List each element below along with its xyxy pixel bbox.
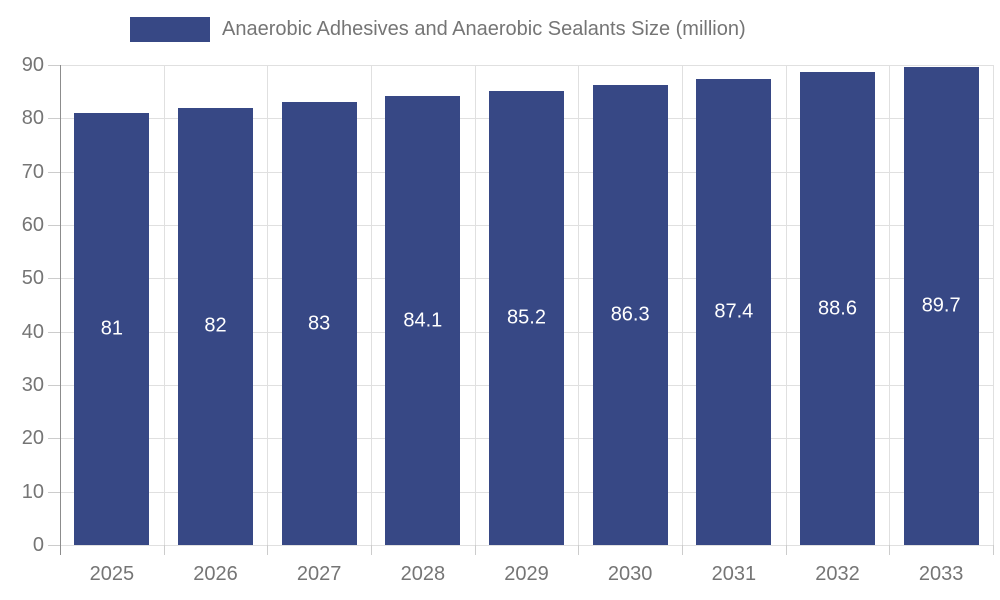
y-tick-label: 70 bbox=[21, 160, 44, 183]
x-tick-label: 2033 bbox=[918, 563, 964, 585]
y-axis-tick bbox=[48, 65, 60, 66]
gridline-vertical bbox=[578, 65, 579, 545]
bar-2030[interactable] bbox=[592, 84, 668, 545]
gridline-vertical bbox=[164, 65, 165, 545]
bar-2031[interactable] bbox=[696, 78, 772, 545]
x-tick-label: 2025 bbox=[89, 563, 135, 585]
bar-value-label: 83 bbox=[308, 312, 331, 335]
bar-value-label: 86.3 bbox=[610, 303, 650, 326]
x-axis-tick bbox=[475, 545, 476, 555]
y-axis-tick bbox=[48, 491, 60, 493]
legend-label: Anaerobic Adhesives and Anaerobic Sealan… bbox=[222, 18, 746, 40]
bar-2029[interactable] bbox=[489, 90, 564, 545]
gridline-horizontal bbox=[60, 65, 993, 66]
y-axis-tick bbox=[48, 385, 60, 386]
bar-2033[interactable] bbox=[903, 66, 979, 545]
y-tick-label: 60 bbox=[21, 214, 44, 236]
bar-2028[interactable] bbox=[385, 96, 461, 545]
x-axis-tick bbox=[786, 545, 787, 555]
gridline-vertical bbox=[371, 65, 372, 545]
y-axis-tick bbox=[48, 171, 60, 173]
legend-item[interactable]: Anaerobic Adhesives and Anaerobic Sealan… bbox=[130, 17, 746, 42]
y-tick-label: 90 bbox=[21, 54, 44, 76]
y-axis-tick bbox=[48, 331, 60, 333]
x-tick-label: 2028 bbox=[400, 563, 446, 585]
x-tick-label: 2027 bbox=[296, 563, 342, 585]
y-tick-label: 0 bbox=[32, 534, 44, 556]
gridline-horizontal bbox=[60, 545, 993, 546]
bar-value-label: 89.7 bbox=[921, 294, 961, 317]
y-axis-tick bbox=[48, 225, 60, 226]
x-tick-label: 2026 bbox=[193, 563, 238, 585]
x-axis-tick bbox=[578, 545, 579, 555]
bar-2027[interactable] bbox=[281, 102, 357, 545]
x-axis-tick bbox=[993, 545, 994, 555]
x-tick-label: 2030 bbox=[607, 563, 653, 585]
y-axis-line bbox=[60, 65, 61, 555]
bar-2032[interactable] bbox=[800, 72, 875, 545]
bar-value-label: 81 bbox=[100, 317, 123, 340]
x-axis-tick bbox=[371, 545, 372, 555]
x-axis-tick bbox=[164, 545, 165, 555]
y-tick-label: 10 bbox=[21, 480, 44, 503]
x-axis-tick bbox=[267, 545, 268, 555]
gridline-vertical bbox=[993, 65, 994, 545]
x-tick-label: 2032 bbox=[815, 563, 860, 585]
y-tick-label: 20 bbox=[21, 427, 44, 450]
y-tick-label: 30 bbox=[21, 374, 44, 396]
gridline-vertical bbox=[475, 65, 476, 545]
gridline-vertical bbox=[682, 65, 683, 545]
gridline-vertical bbox=[786, 65, 787, 545]
y-tick-label: 80 bbox=[21, 107, 44, 130]
x-axis-tick bbox=[682, 545, 683, 555]
y-axis-tick bbox=[48, 118, 60, 120]
bar-2025[interactable] bbox=[74, 113, 150, 545]
x-axis-tick bbox=[889, 545, 890, 555]
plot-area: 0 10 20 30 40 50 60 70 80 90 81 2025 82 2026 83 2027 84.… bbox=[22, 55, 994, 585]
y-tick-label: 40 bbox=[21, 320, 44, 343]
y-axis-tick bbox=[48, 278, 60, 280]
y-axis-tick bbox=[48, 545, 60, 546]
bar-2026[interactable] bbox=[178, 107, 253, 545]
gridline-vertical bbox=[267, 65, 268, 545]
bar-value-label: 87.4 bbox=[714, 300, 754, 323]
legend-swatch-icon bbox=[130, 17, 210, 42]
bar-value-label: 84.1 bbox=[403, 309, 443, 332]
y-tick-label: 50 bbox=[21, 267, 44, 290]
y-axis-tick bbox=[48, 438, 60, 440]
bar-value-label: 85.2 bbox=[507, 306, 546, 329]
bar-value-label: 82 bbox=[204, 314, 227, 337]
x-tick-label: 2029 bbox=[504, 563, 549, 585]
gridline-vertical bbox=[889, 65, 890, 545]
x-tick-label: 2031 bbox=[711, 563, 757, 585]
bar-value-label: 88.6 bbox=[818, 297, 857, 320]
